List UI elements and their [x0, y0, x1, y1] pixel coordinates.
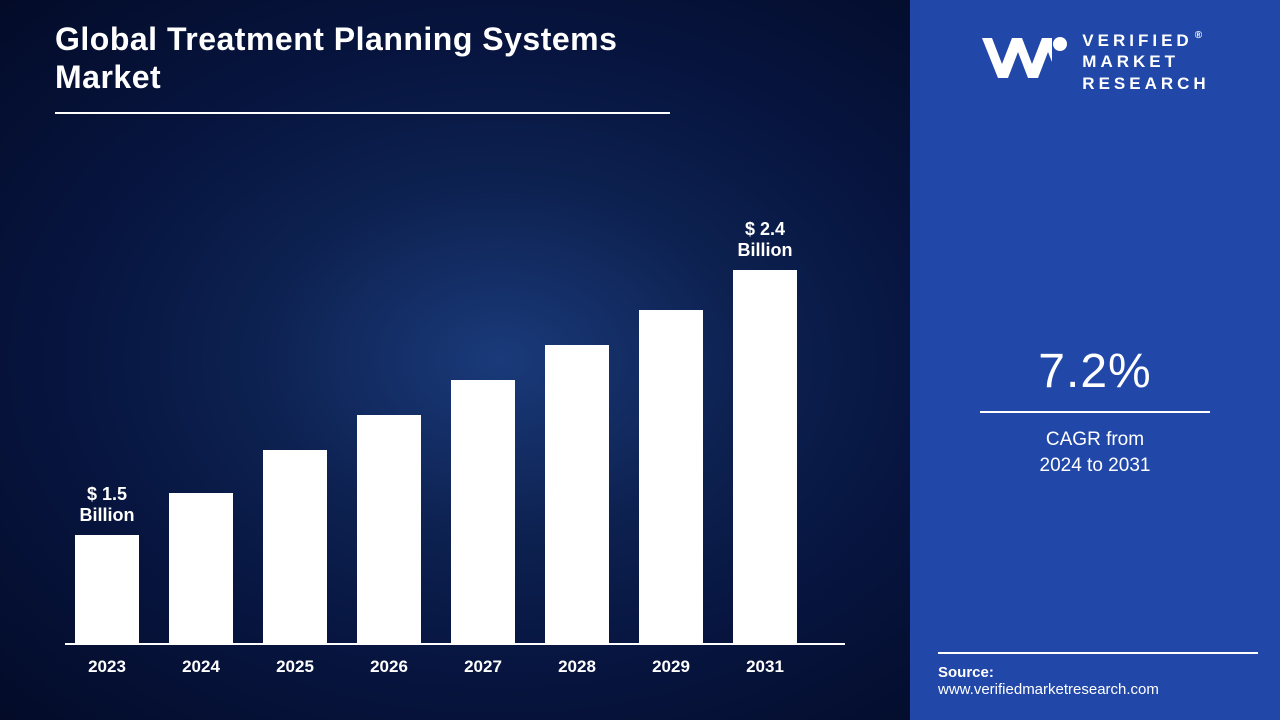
x-axis-label: 2023 [75, 657, 139, 677]
logo-line1: VERIFIED [1082, 31, 1192, 50]
bars-row: $ 1.5Billion $ 2.4Billion [55, 165, 855, 645]
source-block: Source: www.verifiedmarketresearch.com [910, 652, 1280, 698]
bar-group [639, 259, 703, 645]
bar [263, 450, 327, 645]
cagr-text-line2: 2024 to 2031 [980, 453, 1210, 480]
bar-group: $ 2.4Billion [733, 219, 797, 645]
bar-group [451, 329, 515, 645]
source-underline [938, 652, 1258, 654]
bar [545, 345, 609, 645]
cagr-value: 7.2% [980, 344, 1210, 399]
bar [733, 270, 797, 645]
bar-group [545, 294, 609, 645]
bar-group: $ 1.5Billion [75, 484, 139, 645]
logo: VERIFIED® MARKET RESEARCH [980, 30, 1209, 94]
bar-chart: $ 1.5Billion $ 2.4Billion 20232024202520… [55, 145, 855, 685]
bar [451, 380, 515, 645]
cagr-text-line1: CAGR from [980, 427, 1210, 454]
bar [75, 535, 139, 645]
info-panel: VERIFIED® MARKET RESEARCH 7.2% CAGR from… [910, 0, 1280, 720]
x-axis-label: 2028 [545, 657, 609, 677]
cagr-block: 7.2% CAGR from 2024 to 2031 [980, 344, 1210, 480]
bar-group [169, 442, 233, 645]
cagr-underline [980, 411, 1210, 413]
logo-line3: RESEARCH [1082, 73, 1209, 94]
title-underline [55, 112, 670, 114]
bar-value-label: $ 2.4Billion [738, 219, 793, 262]
x-axis-label: 2029 [639, 657, 703, 677]
infographic-container: Global Treatment Planning Systems Market… [0, 0, 1280, 720]
logo-text: VERIFIED® MARKET RESEARCH [1082, 30, 1209, 94]
x-axis-label: 2027 [451, 657, 515, 677]
source-url: www.verifiedmarketresearch.com [938, 681, 1280, 698]
x-axis-labels: 2023 2024 2025 2026 2027 2028 2029 2031 [55, 657, 855, 677]
x-axis-label: 2025 [263, 657, 327, 677]
x-axis-line [65, 643, 845, 645]
chart-title: Global Treatment Planning Systems Market [55, 20, 675, 97]
bar [357, 415, 421, 645]
logo-icon [980, 30, 1070, 86]
x-axis-label: 2026 [357, 657, 421, 677]
registered-icon: ® [1195, 30, 1206, 41]
bar-group [357, 364, 421, 645]
source-label: Source: [938, 664, 1280, 681]
bar-value-label: $ 1.5Billion [80, 484, 135, 527]
bar-group [263, 399, 327, 645]
x-axis-label: 2024 [169, 657, 233, 677]
chart-panel: Global Treatment Planning Systems Market… [0, 0, 910, 720]
x-axis-label: 2031 [733, 657, 797, 677]
bar [169, 493, 233, 645]
bar [639, 310, 703, 645]
logo-line2: MARKET [1082, 51, 1209, 72]
